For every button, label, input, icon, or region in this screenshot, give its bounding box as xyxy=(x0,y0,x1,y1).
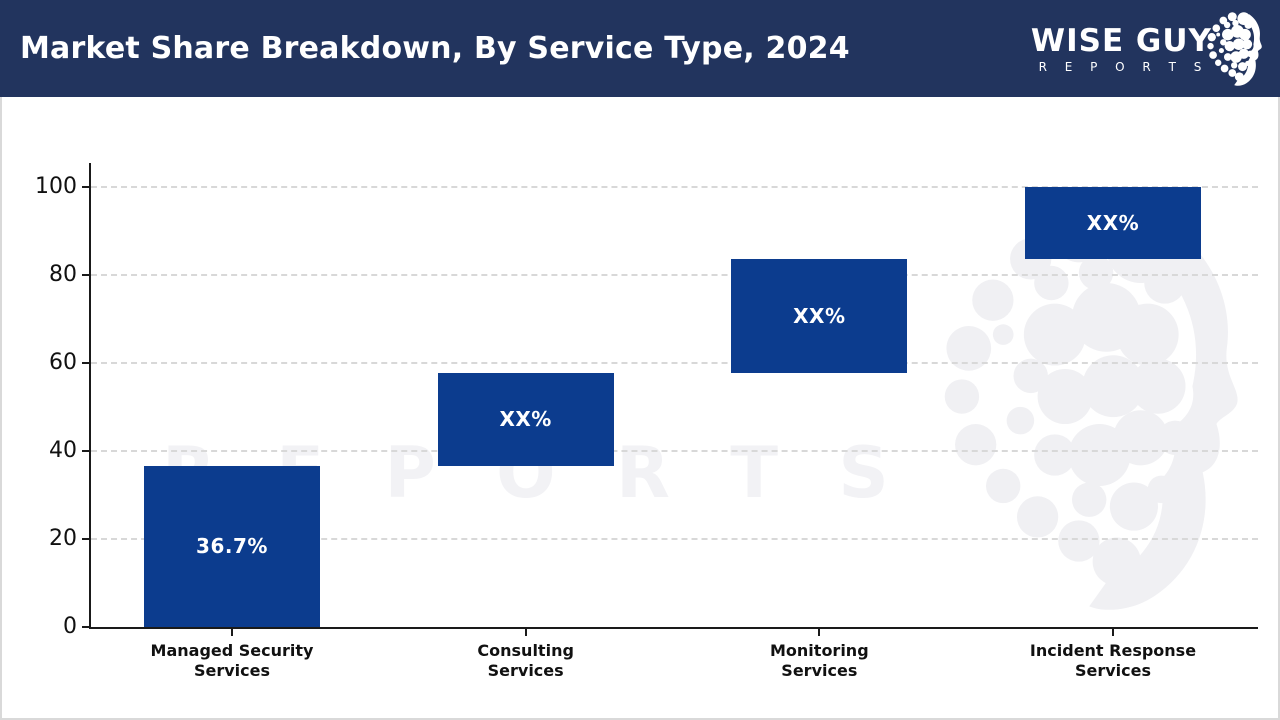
bar-value-label-2: XX% xyxy=(499,407,552,432)
bar-value-label-1: 36.7% xyxy=(196,534,268,559)
y-tickmark-0 xyxy=(82,626,89,628)
y-tickmark-60 xyxy=(82,362,89,364)
y-axis-line xyxy=(89,162,91,629)
y-tickmark-100 xyxy=(82,186,89,188)
x-axis-line xyxy=(89,627,1258,629)
bar-3: XX% xyxy=(731,259,908,374)
category-label-3: Monitoring Services xyxy=(770,641,869,680)
logo-wordmark: WISE GUY xyxy=(1030,23,1212,59)
bar-4: XX% xyxy=(1025,187,1201,260)
gridline-100 xyxy=(91,186,1258,188)
y-tickmark-20 xyxy=(82,538,89,540)
gridline-20 xyxy=(91,538,1258,540)
gridline-80 xyxy=(91,274,1258,276)
wise-guy-logo: WISE GUY R E P O R T S xyxy=(1031,8,1264,90)
y-tickmark-80 xyxy=(82,274,89,276)
category-label-2: Consulting Services xyxy=(477,641,574,680)
bar-1: 36.7% xyxy=(144,465,320,627)
y-tick-label-60: 60 xyxy=(49,350,77,375)
x-tickmark-2 xyxy=(524,629,527,636)
y-tick-label-0: 0 xyxy=(63,614,77,639)
category-label-4: Incident Response Services xyxy=(1029,641,1197,680)
logo-text: WISE GUY R E P O R T S xyxy=(1031,24,1212,74)
gridline-60 xyxy=(91,362,1258,364)
category-label-1: Managed Security Services xyxy=(150,641,314,680)
y-tick-label-100: 100 xyxy=(35,174,77,199)
x-tickmark-3 xyxy=(818,629,821,636)
y-tick-label-80: 80 xyxy=(49,262,77,287)
page-title: Market Share Breakdown, By Service Type,… xyxy=(20,31,850,66)
bar-value-label-3: XX% xyxy=(793,304,846,329)
header-bar: Market Share Breakdown, By Service Type,… xyxy=(0,0,1280,97)
logo-subtitle: R E P O R T S xyxy=(1038,60,1209,74)
y-tick-label-40: 40 xyxy=(49,438,77,463)
bar-value-label-4: XX% xyxy=(1086,211,1140,236)
bar-2: XX% xyxy=(437,373,614,466)
x-tickmark-4 xyxy=(1112,629,1114,636)
y-tickmark-40 xyxy=(82,450,89,452)
gridline-40 xyxy=(91,450,1258,452)
y-tick-label-20: 20 xyxy=(49,526,77,551)
x-tickmark-1 xyxy=(231,629,233,636)
